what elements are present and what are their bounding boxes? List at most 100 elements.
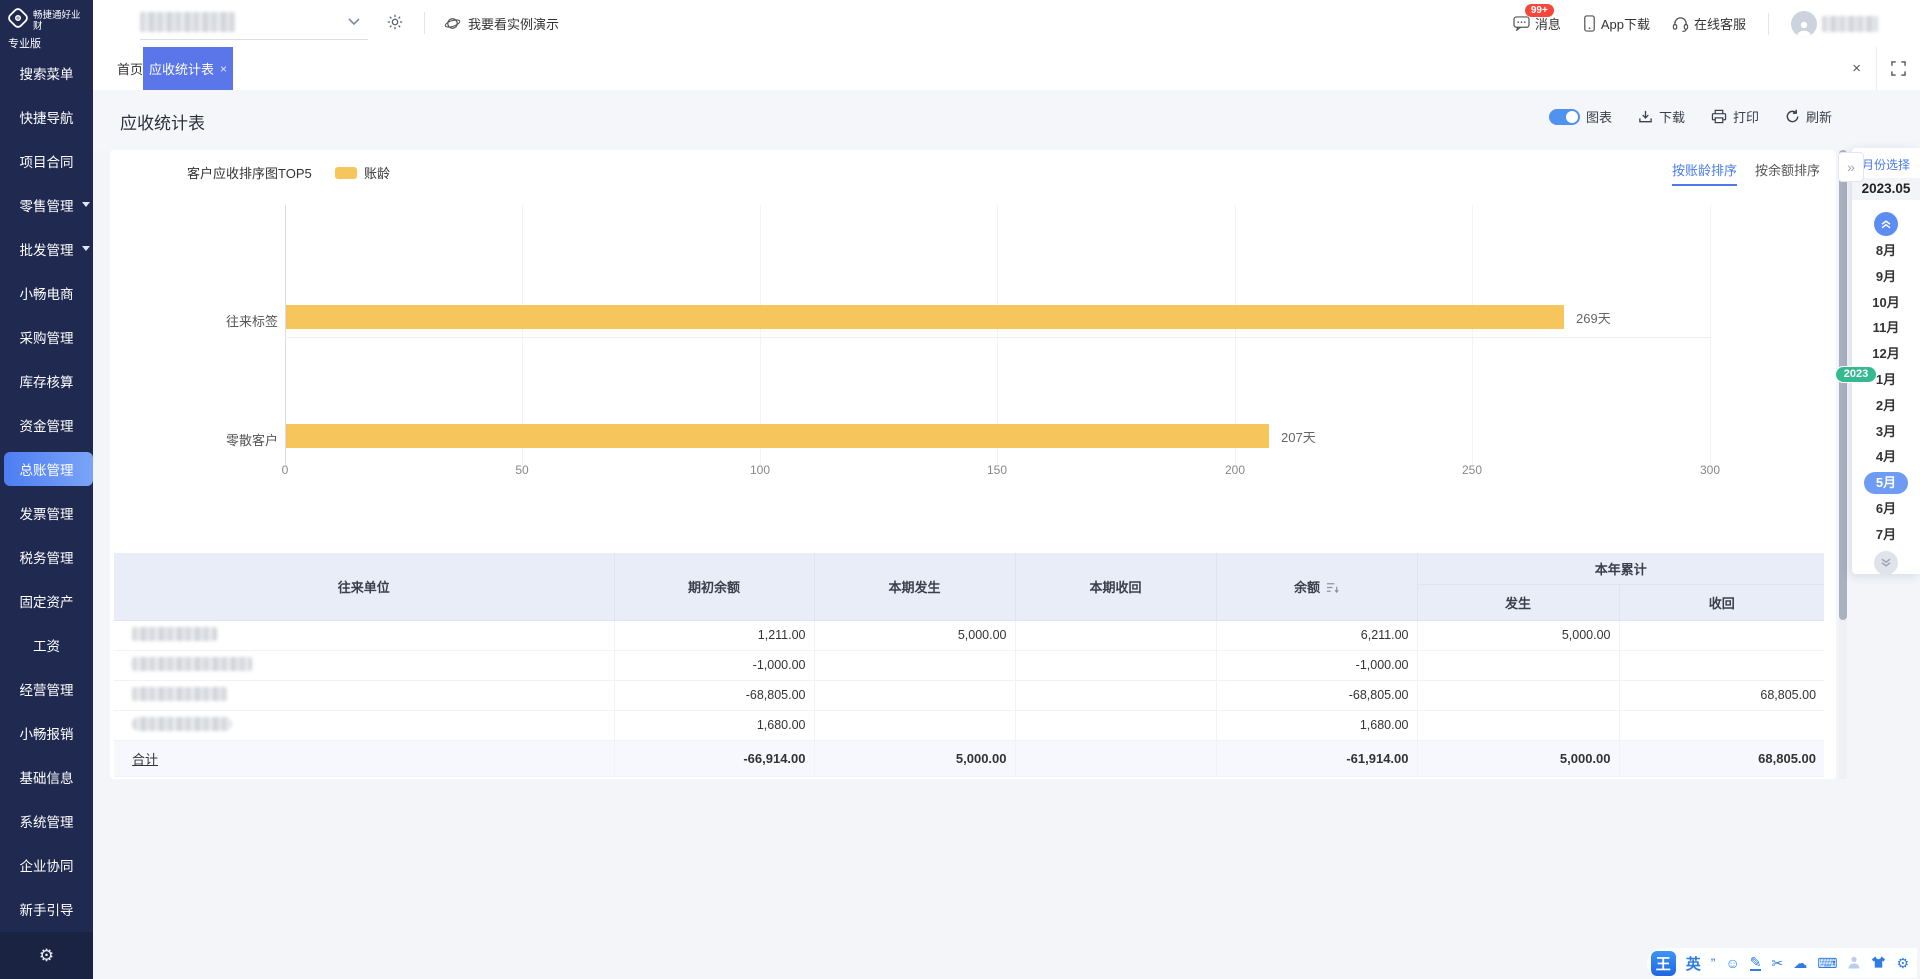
- sidebar-item-purchase-mgmt[interactable]: 采购管理: [19, 331, 74, 346]
- month-item-may-active[interactable]: 5月: [1852, 470, 1920, 496]
- print-button[interactable]: 打印: [1711, 107, 1759, 126]
- month-item-feb[interactable]: 2月: [1875, 397, 1897, 413]
- sidebar-item-general-ledger[interactable]: 总账管理: [0, 447, 93, 491]
- table-row[interactable]: 1,211.00 5,000.00 6,211.00 5,000.00: [114, 619, 1825, 651]
- month-item-sep[interactable]: 9月: [1875, 268, 1897, 284]
- tab-close-icon[interactable]: ×: [220, 61, 228, 76]
- sidebar: 畅捷通好业财 专业版 搜索菜单 快捷导航 项目合同 零售管理 批发管理 小畅电商…: [0, 0, 93, 979]
- sidebar-item-base-info[interactable]: 基础信息: [19, 771, 74, 786]
- app-download-button[interactable]: App下载: [1583, 14, 1650, 33]
- collapse-panel-button[interactable]: »: [1838, 152, 1864, 182]
- sidebar-item-enterprise-collab[interactable]: 企业协同: [19, 859, 74, 874]
- month-item-apr[interactable]: 4月: [1875, 449, 1897, 465]
- month-selector-panel: 月份选择 2023.05 8月 9月 10月 11月 12月 1月 2月 3月 …: [1835, 148, 1920, 575]
- punctuation-icon[interactable]: ”: [1710, 955, 1716, 971]
- month-panel-title[interactable]: 月份选择: [1861, 158, 1910, 172]
- ime-settings-gear-icon[interactable]: ⚙: [1896, 955, 1909, 971]
- bar-chart: 往来标签 269天 零散客户 207天 0 50 100 150 200 250…: [110, 190, 1836, 490]
- close-icon[interactable]: ×: [1852, 60, 1861, 77]
- sort-icon[interactable]: [1326, 581, 1339, 594]
- table-row[interactable]: -1,000.00 -1,000.00: [114, 649, 1825, 681]
- messages-button[interactable]: 99+ 消息: [1513, 4, 1561, 33]
- sidebar-nav: 搜索菜单 快捷导航 项目合同 零售管理 批发管理 小畅电商 采购管理 库存核算 …: [0, 51, 93, 931]
- handwriting-pencil-icon[interactable]: ✎: [1749, 954, 1762, 971]
- x-tick-300: 300: [1699, 463, 1721, 477]
- sidebar-item-expense[interactable]: 小畅报销: [19, 727, 74, 742]
- tab-receivable-report[interactable]: 应收统计表 ×: [143, 47, 233, 90]
- person-icon[interactable]: [1847, 955, 1861, 971]
- cloud-icon[interactable]: ☁: [1793, 955, 1808, 971]
- sidebar-item-inventory[interactable]: 库存核算: [19, 375, 74, 390]
- user-account[interactable]: [1791, 10, 1878, 37]
- online-support-button[interactable]: 在线客服: [1672, 14, 1746, 33]
- sidebar-item-quick-nav[interactable]: 快捷导航: [19, 111, 74, 126]
- scroll-months-down-button[interactable]: [1874, 550, 1898, 575]
- vertical-scrollbar[interactable]: [1839, 150, 1847, 779]
- sidebar-settings-button[interactable]: ⚙: [0, 932, 93, 979]
- month-item-dec[interactable]: 12月: [1872, 346, 1900, 362]
- col-header-current-received: 本期收回: [1014, 553, 1217, 621]
- double-chevron-right-icon: »: [1847, 159, 1855, 175]
- sidebar-item-ecommerce[interactable]: 小畅电商: [19, 287, 74, 302]
- sidebar-item-wholesale-mgmt[interactable]: 批发管理: [0, 227, 93, 271]
- refresh-label: 刷新: [1805, 110, 1832, 125]
- gridline-150: [997, 205, 998, 465]
- download-button[interactable]: 下载: [1638, 107, 1685, 126]
- month-item-jan[interactable]: 1月: [1875, 371, 1897, 387]
- total-link[interactable]: 合计: [132, 751, 159, 767]
- month-item-aug[interactable]: 8月: [1875, 243, 1897, 258]
- ime-logo-button[interactable]: 王: [1650, 950, 1676, 976]
- table-row[interactable]: 1,680.00 1,680.00: [114, 709, 1825, 741]
- scrollbar-thumb[interactable]: [1839, 150, 1847, 620]
- sidebar-item-beginner-guide[interactable]: 新手引导: [19, 903, 74, 918]
- bar-aging-scattered[interactable]: [286, 424, 1269, 448]
- month-item-jul[interactable]: 7月: [1875, 526, 1897, 542]
- messages-label: 消息: [1534, 17, 1561, 32]
- ime-language-toggle[interactable]: 英: [1685, 955, 1701, 973]
- demo-link[interactable]: 我要看实例演示: [444, 14, 559, 33]
- sidebar-item-system-mgmt[interactable]: 系统管理: [19, 815, 74, 830]
- bar-row: 207天: [286, 424, 1786, 448]
- sort-by-aging-tab[interactable]: 按账龄排序: [1671, 160, 1737, 186]
- chanjet-logo-icon: [8, 8, 28, 28]
- month-item-nov[interactable]: 11月: [1872, 320, 1900, 336]
- month-item-oct[interactable]: 10月: [1872, 294, 1900, 310]
- sidebar-item-tax-mgmt[interactable]: 税务管理: [19, 551, 74, 566]
- keyboard-icon[interactable]: ⌨: [1817, 955, 1838, 971]
- sidebar-item-fixed-assets[interactable]: 固定资产: [19, 595, 74, 610]
- gridline-200: [1235, 205, 1236, 465]
- refresh-button[interactable]: 刷新: [1785, 107, 1832, 126]
- planet-demo-icon: [444, 18, 461, 29]
- sidebar-item-payroll[interactable]: 工资: [33, 639, 60, 654]
- toggle-switch-on[interactable]: [1548, 108, 1580, 125]
- chart-toggle[interactable]: 图表: [1548, 107, 1612, 126]
- sidebar-item-funds-mgmt[interactable]: 资金管理: [19, 419, 74, 434]
- chevron-down-icon: [82, 202, 90, 207]
- month-item-jun[interactable]: 6月: [1875, 500, 1897, 516]
- settings-gear-button[interactable]: [386, 13, 404, 36]
- fullscreen-button[interactable]: [1876, 47, 1920, 90]
- page-title: 应收统计表: [120, 114, 205, 133]
- scroll-months-up-button[interactable]: [1874, 212, 1898, 236]
- skin-shirt-icon[interactable]: [1871, 955, 1886, 971]
- bar-value-label: 207天: [1281, 429, 1316, 445]
- month-item-mar[interactable]: 3月: [1875, 423, 1897, 439]
- col-header-balance[interactable]: 余额: [1215, 553, 1418, 621]
- chart-legend[interactable]: 账龄: [335, 163, 390, 182]
- sort-by-balance-tab[interactable]: 按余额排序: [1754, 163, 1820, 178]
- tab-home[interactable]: 首页: [117, 62, 144, 77]
- band-separator: [285, 337, 1710, 338]
- table-row[interactable]: -68,805.00 -68,805.00 68,805.00: [114, 679, 1825, 711]
- print-label: 打印: [1732, 110, 1759, 125]
- emoji-icon[interactable]: ☺: [1725, 955, 1740, 971]
- bar-aging-tags[interactable]: [286, 305, 1564, 329]
- sidebar-item-retail-mgmt[interactable]: 零售管理: [0, 183, 93, 227]
- sidebar-item-invoice-mgmt[interactable]: 发票管理: [19, 507, 74, 522]
- brand-edition: 专业版: [8, 38, 41, 50]
- sidebar-item-search-menu[interactable]: 搜索菜单: [19, 67, 74, 82]
- sidebar-item-project-contract[interactable]: 项目合同: [19, 155, 74, 170]
- company-selector[interactable]: [140, 8, 368, 40]
- scissors-icon[interactable]: ✂: [1771, 955, 1784, 971]
- headset-icon: [1672, 16, 1689, 32]
- sidebar-item-operations-mgmt[interactable]: 经营管理: [19, 683, 74, 698]
